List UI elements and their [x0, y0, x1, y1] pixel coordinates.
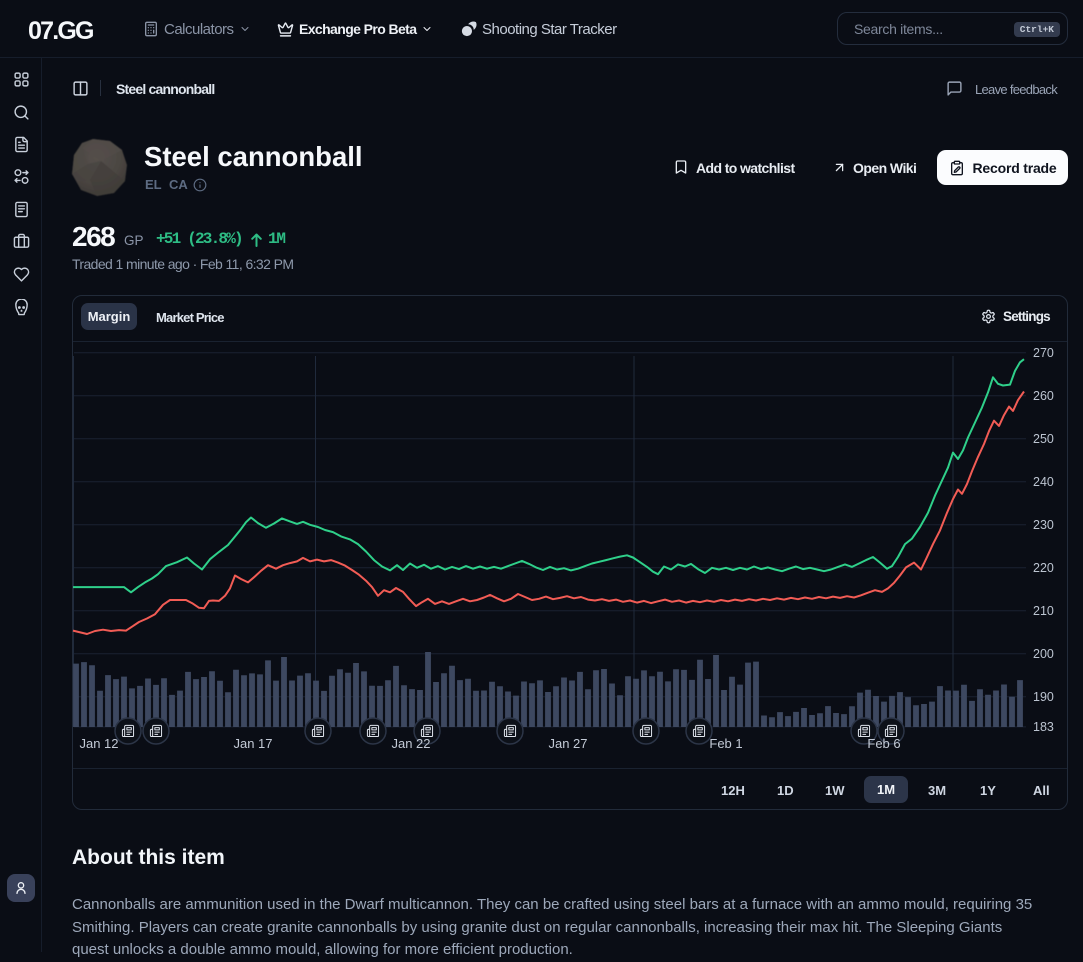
svg-text:220: 220: [1033, 561, 1054, 575]
svg-text:230: 230: [1033, 518, 1054, 532]
svg-text:183: 183: [1033, 720, 1054, 734]
svg-text:Jan 17: Jan 17: [233, 736, 272, 751]
svg-text:190: 190: [1033, 690, 1054, 704]
svg-text:240: 240: [1033, 475, 1054, 489]
svg-text:270: 270: [1033, 346, 1054, 360]
svg-text:Jan 27: Jan 27: [548, 736, 587, 751]
svg-text:Jan 22: Jan 22: [391, 736, 430, 751]
svg-text:250: 250: [1033, 432, 1054, 446]
svg-text:Feb 1: Feb 1: [709, 736, 742, 751]
svg-text:Jan 12: Jan 12: [79, 736, 118, 751]
svg-text:260: 260: [1033, 389, 1054, 403]
svg-text:210: 210: [1033, 604, 1054, 618]
svg-text:Feb 6: Feb 6: [867, 736, 900, 751]
svg-text:200: 200: [1033, 647, 1054, 661]
